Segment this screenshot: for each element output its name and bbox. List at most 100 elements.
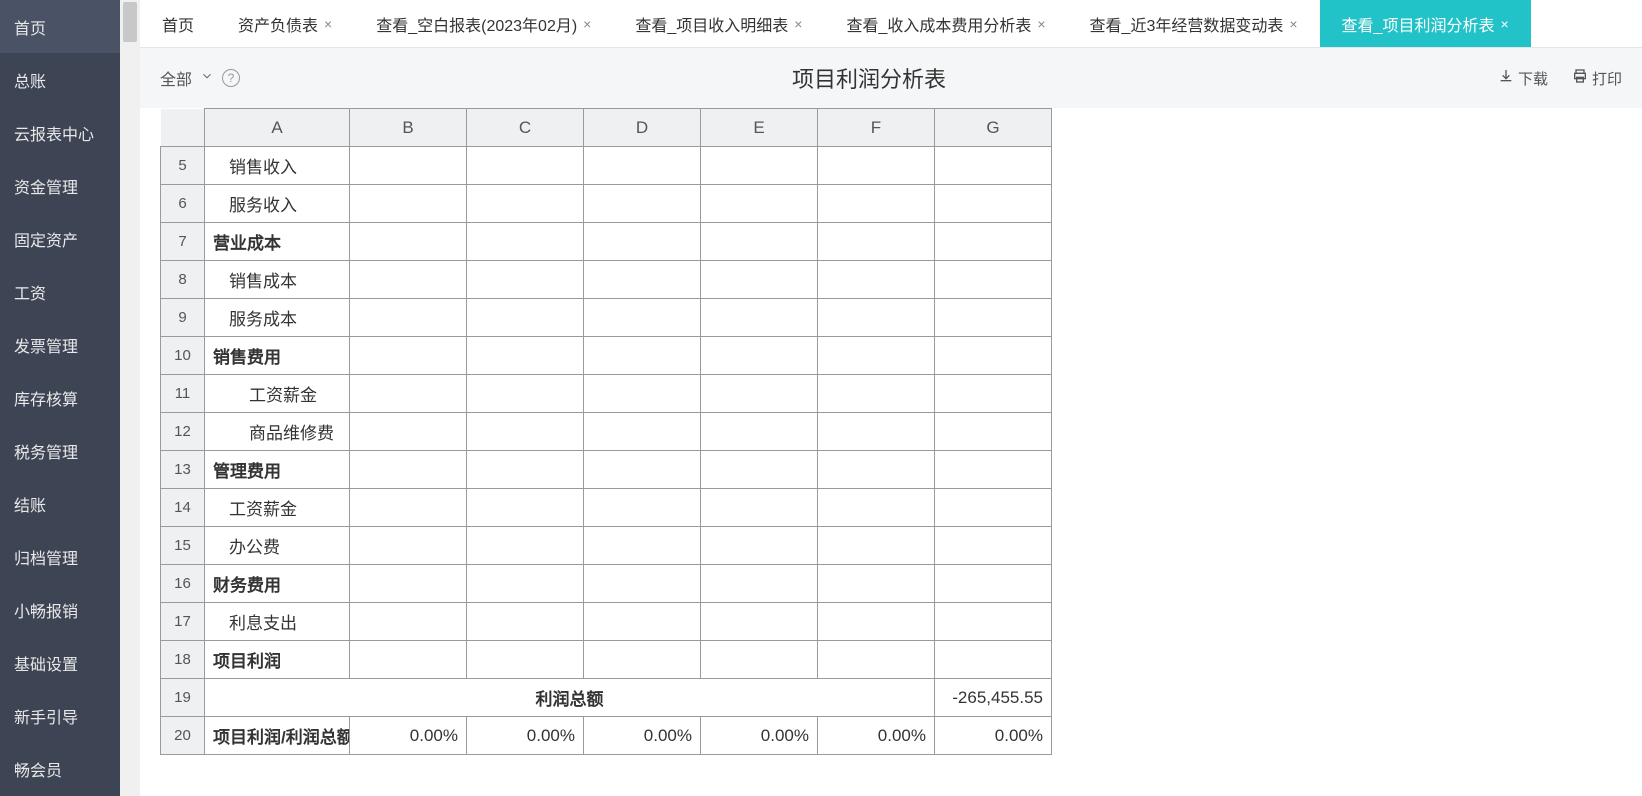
tab-6[interactable]: 查看_项目利润分析表×: [1320, 0, 1531, 47]
sidebar-item-5[interactable]: 工资: [0, 265, 120, 318]
sidebar-item-1[interactable]: 总账: [0, 53, 120, 106]
cell-13-A[interactable]: 管理费用: [205, 451, 350, 489]
cell-13-E[interactable]: [701, 451, 818, 489]
cell-14-C[interactable]: [467, 489, 584, 527]
cell-15-F[interactable]: [818, 527, 935, 565]
row-header-6[interactable]: 6: [161, 185, 205, 223]
cell-18-F[interactable]: [818, 641, 935, 679]
cell-11-D[interactable]: [584, 375, 701, 413]
cell-17-D[interactable]: [584, 603, 701, 641]
cell-13-B[interactable]: [350, 451, 467, 489]
row-header-16[interactable]: 16: [161, 565, 205, 603]
cell-6-A[interactable]: 服务收入: [205, 185, 350, 223]
sidebar-item-14[interactable]: 畅会员: [0, 742, 120, 795]
col-header-G[interactable]: G: [935, 109, 1052, 147]
cell-13-D[interactable]: [584, 451, 701, 489]
row-header-12[interactable]: 12: [161, 413, 205, 451]
cell-10-G[interactable]: [935, 337, 1052, 375]
sidebar-item-11[interactable]: 小畅报销: [0, 583, 120, 636]
cell-20-G[interactable]: 0.00%: [935, 717, 1052, 755]
cell-17-A[interactable]: 利息支出: [205, 603, 350, 641]
cell-13-F[interactable]: [818, 451, 935, 489]
cell-5-G[interactable]: [935, 147, 1052, 185]
cell-5-E[interactable]: [701, 147, 818, 185]
cell-16-C[interactable]: [467, 565, 584, 603]
cell-12-F[interactable]: [818, 413, 935, 451]
cell-18-C[interactable]: [467, 641, 584, 679]
cell-18-D[interactable]: [584, 641, 701, 679]
cell-20-B[interactable]: 0.00%: [350, 717, 467, 755]
cell-12-G[interactable]: [935, 413, 1052, 451]
row-header-20[interactable]: 20: [161, 717, 205, 755]
cell-17-G[interactable]: [935, 603, 1052, 641]
cell-12-C[interactable]: [467, 413, 584, 451]
col-header-F[interactable]: F: [818, 109, 935, 147]
col-header-B[interactable]: B: [350, 109, 467, 147]
cell-6-C[interactable]: [467, 185, 584, 223]
sidebar-item-3[interactable]: 资金管理: [0, 159, 120, 212]
cell-9-D[interactable]: [584, 299, 701, 337]
cell-8-C[interactable]: [467, 261, 584, 299]
row-header-8[interactable]: 8: [161, 261, 205, 299]
cell-5-A[interactable]: 销售收入: [205, 147, 350, 185]
close-icon[interactable]: ×: [324, 16, 332, 32]
cell-17-B[interactable]: [350, 603, 467, 641]
cell-16-B[interactable]: [350, 565, 467, 603]
cell-10-A[interactable]: 销售费用: [205, 337, 350, 375]
cell-14-E[interactable]: [701, 489, 818, 527]
cell-11-G[interactable]: [935, 375, 1052, 413]
cell-14-F[interactable]: [818, 489, 935, 527]
tab-1[interactable]: 资产负债表×: [216, 0, 354, 47]
cell-7-B[interactable]: [350, 223, 467, 261]
cell-6-B[interactable]: [350, 185, 467, 223]
cell-8-D[interactable]: [584, 261, 701, 299]
tab-2[interactable]: 查看_空白报表(2023年02月)×: [354, 0, 613, 47]
cell-19-G[interactable]: -265,455.55: [935, 679, 1052, 717]
cell-18-G[interactable]: [935, 641, 1052, 679]
sheet-corner[interactable]: [161, 109, 205, 147]
close-icon[interactable]: ×: [1289, 16, 1297, 32]
cell-12-E[interactable]: [701, 413, 818, 451]
cell-18-B[interactable]: [350, 641, 467, 679]
cell-9-F[interactable]: [818, 299, 935, 337]
spreadsheet[interactable]: ABCDEFG5销售收入6服务收入7营业成本8销售成本9服务成本10销售费用11…: [140, 108, 1642, 796]
cell-15-C[interactable]: [467, 527, 584, 565]
cell-11-F[interactable]: [818, 375, 935, 413]
cell-11-C[interactable]: [467, 375, 584, 413]
cell-10-B[interactable]: [350, 337, 467, 375]
cell-17-E[interactable]: [701, 603, 818, 641]
cell-14-B[interactable]: [350, 489, 467, 527]
cell-7-E[interactable]: [701, 223, 818, 261]
cell-19-merged[interactable]: 利润总额: [205, 679, 935, 717]
cell-14-A[interactable]: 工资薪金: [205, 489, 350, 527]
cell-8-G[interactable]: [935, 261, 1052, 299]
close-icon[interactable]: ×: [1500, 16, 1508, 32]
scrollbar-thumb[interactable]: [123, 2, 137, 42]
cell-17-C[interactable]: [467, 603, 584, 641]
cell-15-E[interactable]: [701, 527, 818, 565]
vertical-scrollbar[interactable]: [120, 0, 140, 796]
cell-18-A[interactable]: 项目利润: [205, 641, 350, 679]
cell-6-F[interactable]: [818, 185, 935, 223]
tab-0[interactable]: 首页: [140, 0, 216, 47]
cell-9-E[interactable]: [701, 299, 818, 337]
cell-6-D[interactable]: [584, 185, 701, 223]
col-header-A[interactable]: A: [205, 109, 350, 147]
col-header-D[interactable]: D: [584, 109, 701, 147]
cell-7-G[interactable]: [935, 223, 1052, 261]
cell-20-D[interactable]: 0.00%: [584, 717, 701, 755]
cell-17-F[interactable]: [818, 603, 935, 641]
cell-12-A[interactable]: 商品维修费: [205, 413, 350, 451]
cell-13-G[interactable]: [935, 451, 1052, 489]
col-header-C[interactable]: C: [467, 109, 584, 147]
cell-8-E[interactable]: [701, 261, 818, 299]
cell-6-G[interactable]: [935, 185, 1052, 223]
cell-20-A[interactable]: 项目利润/利润总额: [205, 717, 350, 755]
row-header-9[interactable]: 9: [161, 299, 205, 337]
cell-5-D[interactable]: [584, 147, 701, 185]
cell-8-B[interactable]: [350, 261, 467, 299]
cell-12-B[interactable]: [350, 413, 467, 451]
sidebar-item-6[interactable]: 发票管理: [0, 318, 120, 371]
sidebar-item-0[interactable]: 首页: [0, 0, 120, 53]
sidebar-item-13[interactable]: 新手引导: [0, 689, 120, 742]
